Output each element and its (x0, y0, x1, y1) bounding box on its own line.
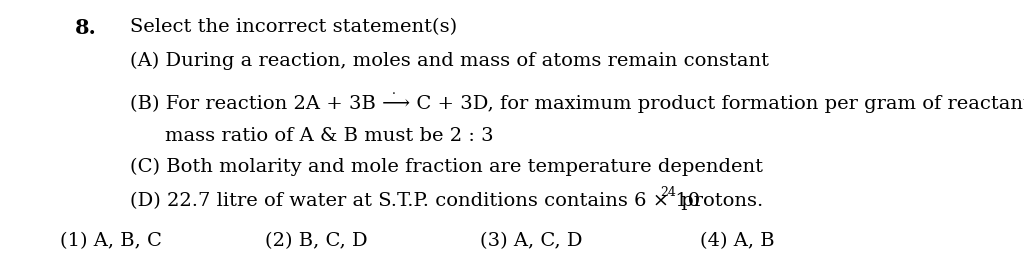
Text: (3) A, C, D: (3) A, C, D (480, 232, 583, 250)
Text: (B) For reaction 2A + 3B ⟶ C + 3D, for maximum product formation per gram of rea: (B) For reaction 2A + 3B ⟶ C + 3D, for m… (130, 95, 1024, 113)
Text: (A) During a reaction, moles and mass of atoms remain constant: (A) During a reaction, moles and mass of… (130, 52, 769, 70)
Text: 24: 24 (660, 186, 676, 199)
Text: (1) A, B, C: (1) A, B, C (60, 232, 162, 250)
Text: Select the incorrect statement(s): Select the incorrect statement(s) (130, 18, 457, 36)
Text: (2) B, C, D: (2) B, C, D (265, 232, 368, 250)
Text: (4) A, B: (4) A, B (700, 232, 774, 250)
Text: (C) Both molarity and mole fraction are temperature dependent: (C) Both molarity and mole fraction are … (130, 158, 763, 176)
Text: mass ratio of A & B must be 2 : 3: mass ratio of A & B must be 2 : 3 (165, 127, 494, 145)
Text: protons.: protons. (675, 192, 763, 210)
Text: .: . (392, 84, 396, 97)
Text: 8.: 8. (75, 18, 97, 38)
Text: (D) 22.7 litre of water at S.T.P. conditions contains 6 × 10: (D) 22.7 litre of water at S.T.P. condit… (130, 192, 700, 210)
